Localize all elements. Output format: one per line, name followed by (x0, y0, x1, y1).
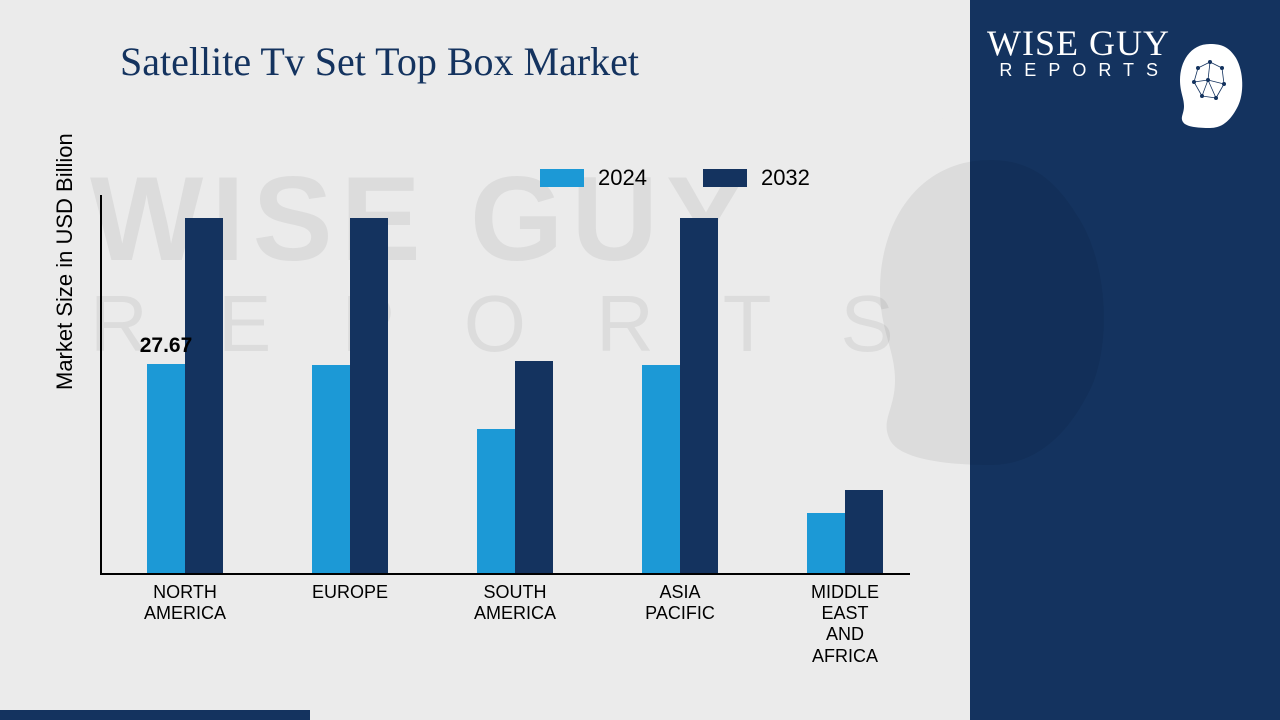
bar-group (147, 218, 223, 573)
bar (515, 361, 553, 573)
stage: WISE GUY R E P O R T S Satellite Tv Set … (0, 0, 1280, 720)
legend-swatch (703, 169, 747, 187)
x-axis-label: SOUTH AMERICA (445, 582, 585, 624)
bar-group (312, 218, 388, 573)
bar (642, 365, 680, 573)
legend-item-2024: 2024 (540, 165, 647, 191)
legend-item-2032: 2032 (703, 165, 810, 191)
brand-head-icon (1168, 40, 1248, 130)
brand-line2: REPORTS (987, 60, 1170, 81)
bar (147, 364, 185, 573)
brand-logo: WISE GUY REPORTS (1057, 22, 1240, 81)
bar (350, 218, 388, 573)
plot-area: 27.67 (100, 195, 910, 575)
legend: 2024 2032 (540, 165, 810, 191)
bar (680, 218, 718, 573)
bar (312, 365, 350, 573)
y-axis-label: Market Size in USD Billion (52, 133, 78, 390)
bar-group (477, 361, 553, 573)
brand-line1: WISE GUY (987, 22, 1170, 64)
legend-swatch (540, 169, 584, 187)
bottom-accent-bar (0, 710, 310, 720)
bars-container (100, 195, 910, 573)
bar (845, 490, 883, 573)
bar-group (807, 490, 883, 573)
bar (807, 513, 845, 573)
x-axis-label: NORTH AMERICA (115, 582, 255, 624)
x-axis-line (100, 573, 910, 575)
x-axis-label: EUROPE (280, 582, 420, 603)
chart-title: Satellite Tv Set Top Box Market (120, 38, 639, 85)
data-label: 27.67 (126, 334, 206, 358)
bar (185, 218, 223, 573)
bar-group (642, 218, 718, 573)
legend-label: 2024 (598, 165, 647, 191)
x-axis-label: MIDDLE EAST AND AFRICA (775, 582, 915, 667)
x-axis-label: ASIA PACIFIC (610, 582, 750, 624)
legend-label: 2032 (761, 165, 810, 191)
bar (477, 429, 515, 573)
